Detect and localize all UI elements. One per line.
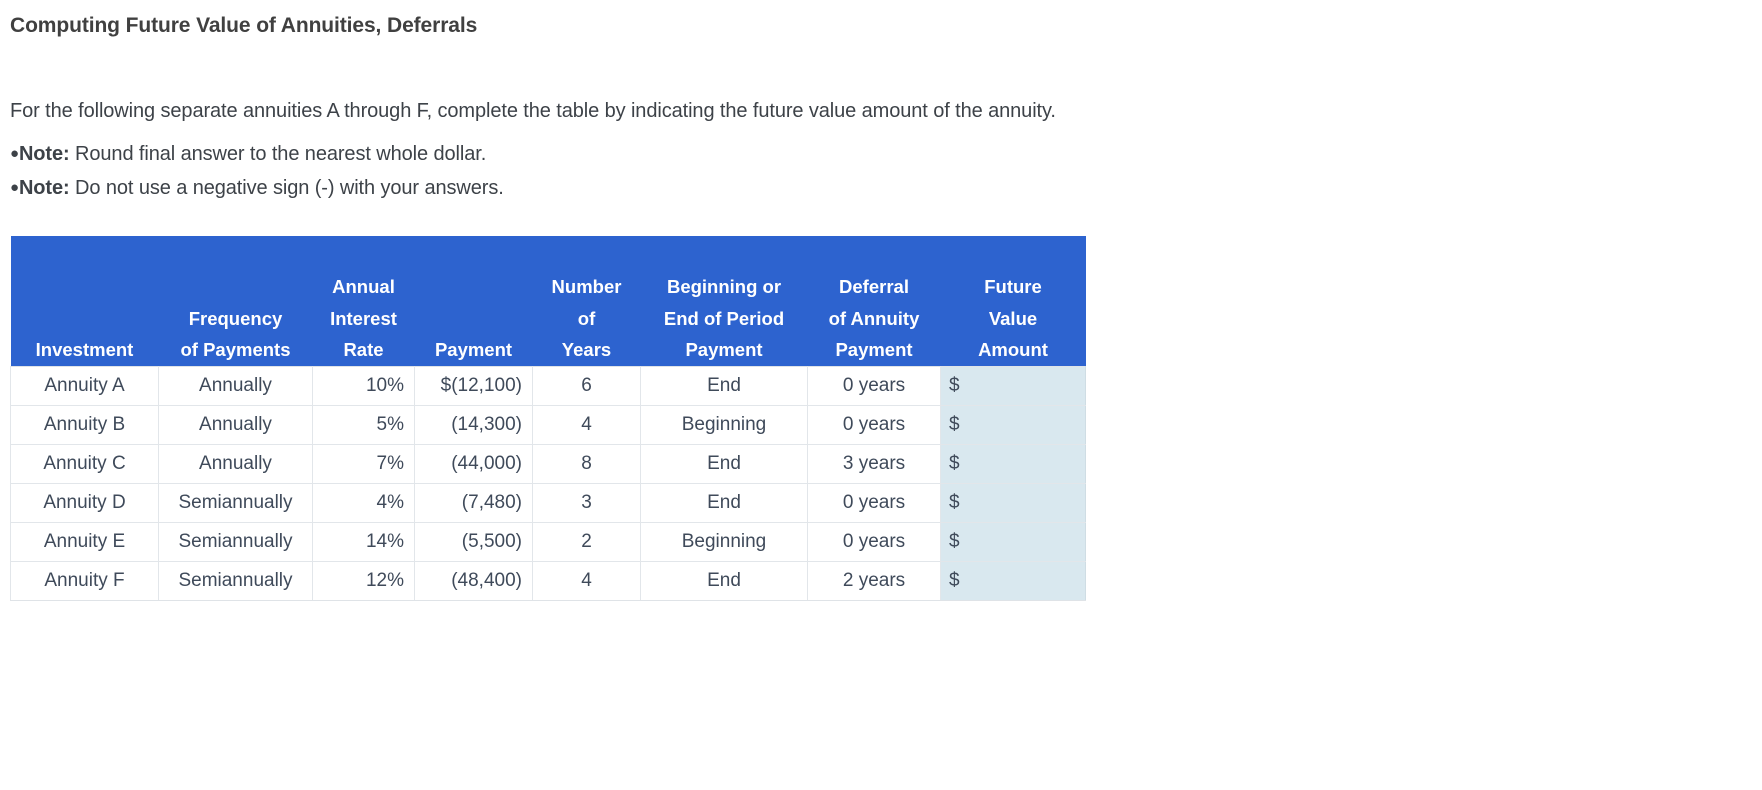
cell-future-value-input[interactable]: $	[940, 443, 1086, 484]
notes-list: ●Note: Round final answer to the nearest…	[10, 143, 1762, 200]
cell-years: 4	[532, 560, 641, 601]
table-body: Annuity A Annually 10% $(12,100) 6 End 0…	[10, 365, 1086, 601]
annuity-table-container: Investment Frequency of Payments Annual …	[10, 236, 1762, 601]
bullet-icon: ●	[10, 179, 19, 196]
cell-payment: (48,400)	[414, 560, 533, 601]
cell-investment: Annuity C	[10, 443, 159, 484]
column-header-annual-interest-rate: Annual Interest Rate	[312, 236, 415, 366]
cell-timing: Beginning	[640, 404, 808, 445]
page-title: Computing Future Value of Annuities, Def…	[10, 14, 478, 37]
note-item: ●Note: Do not use a negative sign (-) wi…	[10, 177, 1762, 200]
cell-deferral: 0 years	[807, 482, 941, 523]
cell-years: 4	[532, 404, 641, 445]
cell-frequency: Semiannually	[158, 482, 313, 523]
header-line: Payment	[835, 339, 913, 360]
note-text: Round final answer to the nearest whole …	[69, 143, 487, 165]
cell-investment: Annuity A	[10, 365, 159, 406]
cell-deferral: 0 years	[807, 521, 941, 562]
table-header-row: Investment Frequency of Payments Annual …	[10, 236, 1086, 366]
cell-deferral: 3 years	[807, 443, 941, 484]
header-line: Value	[988, 307, 1038, 329]
column-header-number-of-years: Number of Years	[532, 236, 641, 366]
column-header-beginning-or-end-of-period-payment: Beginning or End of Period Payment	[640, 236, 808, 366]
cell-deferral: 2 years	[807, 560, 941, 601]
header-line: End of Period	[663, 307, 785, 329]
note-label: Note:	[18, 177, 70, 199]
note-item: ●Note: Round final answer to the nearest…	[10, 143, 1762, 166]
cell-timing: Beginning	[640, 521, 808, 562]
column-header-payment: Payment	[414, 236, 533, 366]
cell-investment: Annuity B	[10, 404, 159, 445]
cell-payment: (14,300)	[414, 404, 533, 445]
cell-payment: $(12,100)	[414, 365, 533, 406]
cell-frequency: Semiannually	[158, 560, 313, 601]
header-line: Interest	[330, 307, 397, 329]
header-line: Payment	[685, 339, 763, 360]
cell-payment: (44,000)	[414, 443, 533, 484]
cell-deferral: 0 years	[807, 404, 941, 445]
cell-frequency: Annually	[158, 443, 313, 484]
annuity-table: Investment Frequency of Payments Annual …	[10, 236, 1086, 601]
cell-frequency: Semiannually	[158, 521, 313, 562]
cell-payment: (7,480)	[414, 482, 533, 523]
cell-rate: 5%	[312, 404, 415, 445]
cell-frequency: Annually	[158, 404, 313, 445]
header-line: Annual	[332, 276, 395, 297]
cell-payment: (5,500)	[414, 521, 533, 562]
header-line: Years	[561, 339, 612, 360]
cell-rate: 4%	[312, 482, 415, 523]
cell-future-value-input[interactable]: $	[940, 560, 1086, 601]
table-header: Investment Frequency of Payments Annual …	[10, 236, 1086, 366]
cell-years: 6	[532, 365, 641, 406]
table-row: Annuity A Annually 10% $(12,100) 6 End 0…	[10, 365, 1086, 406]
cell-years: 8	[532, 443, 641, 484]
cell-rate: 7%	[312, 443, 415, 484]
header-line: Deferral	[839, 276, 909, 297]
cell-years: 2	[532, 521, 641, 562]
cell-timing: End	[640, 560, 808, 601]
cell-future-value-input[interactable]: $	[940, 521, 1086, 562]
note-text: Do not use a negative sign (-) with your…	[69, 177, 504, 199]
cell-rate: 10%	[312, 365, 415, 406]
cell-rate: 12%	[312, 560, 415, 601]
table-row: Annuity D Semiannually 4% (7,480) 3 End …	[10, 482, 1086, 523]
bullet-icon: ●	[10, 145, 19, 162]
cell-years: 3	[532, 482, 641, 523]
cell-deferral: 0 years	[807, 365, 941, 406]
column-header-deferral-of-annuity-payment: Deferral of Annuity Payment	[807, 236, 941, 366]
header-line: Number	[551, 276, 622, 297]
header-line: Amount	[978, 339, 1048, 360]
table-row: Annuity C Annually 7% (44,000) 8 End 3 y…	[10, 443, 1086, 484]
header-line: Investment	[35, 339, 134, 360]
cell-timing: End	[640, 365, 808, 406]
header-line: Rate	[343, 339, 384, 360]
cell-future-value-input[interactable]: $	[940, 365, 1086, 406]
header-line: of	[577, 307, 596, 329]
table-row: Annuity F Semiannually 12% (48,400) 4 En…	[10, 560, 1086, 601]
header-line: Payment	[434, 339, 513, 360]
cell-rate: 14%	[312, 521, 415, 562]
column-header-future-value-amount: Future Value Amount	[940, 236, 1086, 366]
cell-investment: Annuity F	[10, 560, 159, 601]
header-line: Beginning or	[666, 276, 782, 297]
cell-timing: End	[640, 443, 808, 484]
cell-investment: Annuity E	[10, 521, 159, 562]
header-line: of Payments	[180, 339, 291, 360]
column-header-investment: Investment	[10, 236, 159, 366]
cell-future-value-input[interactable]: $	[940, 404, 1086, 445]
column-header-frequency-of-payments: Frequency of Payments	[158, 236, 313, 366]
header-line: Future	[984, 276, 1042, 297]
instructions-paragraph: For the following separate annuities A t…	[10, 100, 1056, 122]
cell-frequency: Annually	[158, 365, 313, 406]
cell-future-value-input[interactable]: $	[940, 482, 1086, 523]
table-row: Annuity E Semiannually 14% (5,500) 2 Beg…	[10, 521, 1086, 562]
cell-timing: End	[640, 482, 808, 523]
header-line: Frequency	[188, 307, 283, 329]
cell-investment: Annuity D	[10, 482, 159, 523]
note-label: Note:	[18, 143, 70, 165]
header-line: of Annuity	[828, 307, 920, 329]
table-row: Annuity B Annually 5% (14,300) 4 Beginni…	[10, 404, 1086, 445]
